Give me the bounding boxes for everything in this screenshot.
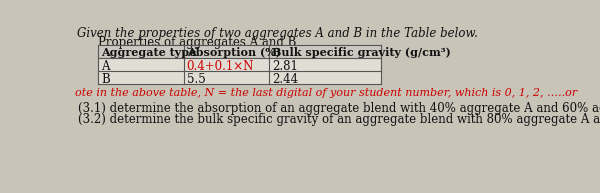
Text: 2.44: 2.44 xyxy=(272,73,298,86)
Text: Bulk specific gravity (g/cm³): Bulk specific gravity (g/cm³) xyxy=(272,47,451,58)
Text: ote in the above table, N = the last digital of your student number, which is 0,: ote in the above table, N = the last dig… xyxy=(75,88,577,98)
Text: B: B xyxy=(101,73,110,86)
Text: 2.81: 2.81 xyxy=(272,60,298,73)
Text: Given the properties of two aggregates A and B in the Table below.: Given the properties of two aggregates A… xyxy=(77,27,478,40)
Text: A: A xyxy=(101,60,110,73)
Text: (3.1) determine the absorption of an aggregate blend with 40% aggregate A and 60: (3.1) determine the absorption of an agg… xyxy=(78,102,600,115)
Text: 5.5: 5.5 xyxy=(187,73,205,86)
Bar xyxy=(98,45,381,58)
Bar xyxy=(98,58,381,71)
Bar xyxy=(98,71,381,84)
Text: (3.2) determine the bulk specific gravity of an aggregate blend with 80% aggrega: (3.2) determine the bulk specific gravit… xyxy=(78,113,600,126)
Text: 0.4+0.1×N: 0.4+0.1×N xyxy=(187,60,254,73)
Text: Absorption (%): Absorption (%) xyxy=(187,47,280,58)
Text: Aggregate type: Aggregate type xyxy=(101,47,197,58)
Text: Properties of aggregates A and B: Properties of aggregates A and B xyxy=(98,36,296,49)
